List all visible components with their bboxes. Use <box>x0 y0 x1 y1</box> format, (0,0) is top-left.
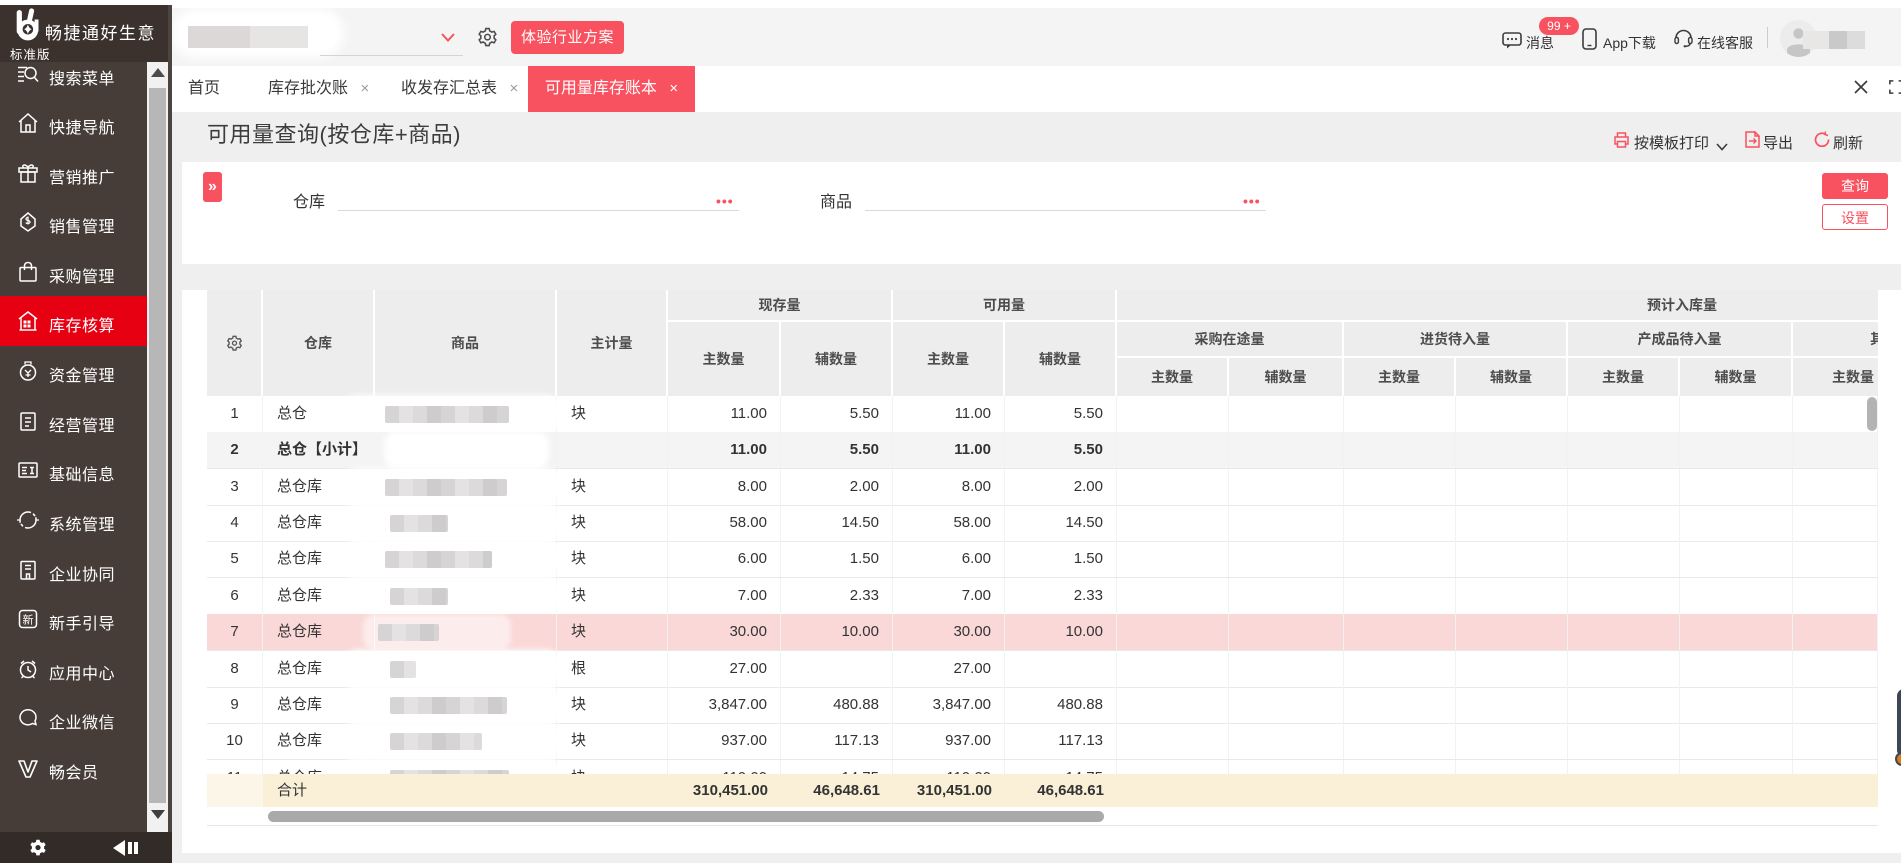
svg-text:新: 新 <box>23 613 34 627</box>
